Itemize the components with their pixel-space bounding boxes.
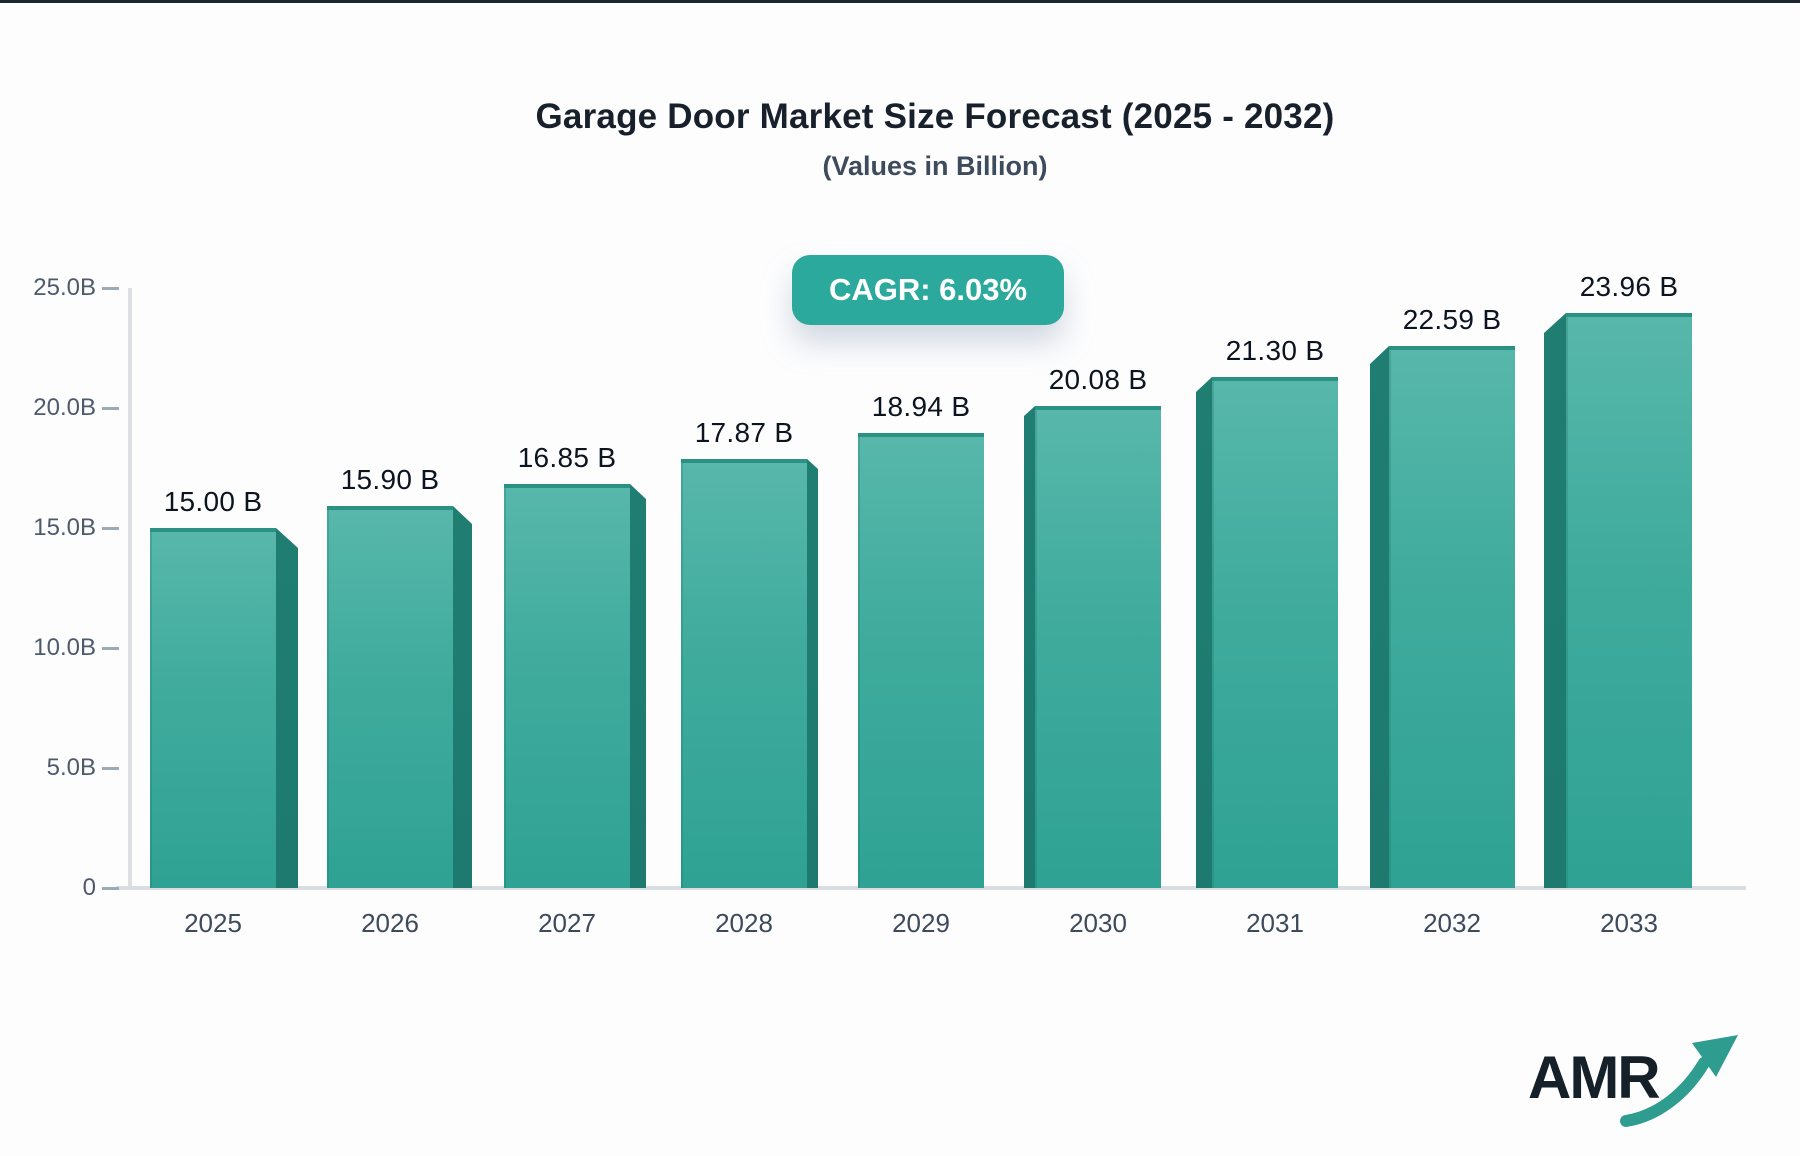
bar-value-label-2029: 18.94 B: [871, 391, 971, 422]
amr-logo: AMR: [1528, 1031, 1778, 1131]
bar-2032: [1389, 346, 1515, 888]
bar-side-2025: [276, 528, 298, 888]
bar-value-label-2033: 23.96 B: [1579, 271, 1679, 302]
x-axis-line: [116, 886, 1746, 890]
x-axis-label-2028: 2028: [715, 908, 773, 938]
bar-value-label-2028: 17.87 B: [694, 417, 794, 448]
x-axis-label-2029: 2029: [892, 908, 950, 938]
bar-side-2027: [630, 484, 646, 888]
bar-2030: [1035, 406, 1161, 888]
bar-value-label-2032: 22.59 B: [1402, 304, 1502, 335]
bar-side-2026: [453, 506, 472, 888]
bar-side-2031: [1196, 377, 1212, 888]
bar-side-2033: [1544, 313, 1566, 888]
y-tick-mark: [102, 407, 119, 410]
x-axis-label-2025: 2025: [184, 908, 242, 938]
chart-title: Garage Door Market Size Forecast (2025 -…: [535, 97, 1335, 136]
bar-value-label-2030: 20.08 B: [1048, 364, 1148, 395]
cagr-badge: CAGR: 6.03%: [792, 255, 1064, 325]
growth-arrow-icon: [1620, 1035, 1738, 1127]
x-axis-label-2026: 2026: [361, 908, 419, 938]
y-tick-mark: [102, 767, 119, 770]
x-axis-label-2033: 2033: [1600, 908, 1658, 938]
x-axis-label-2027: 2027: [538, 908, 596, 938]
bar-2028: [681, 459, 807, 888]
y-tick-mark: [102, 527, 119, 530]
y-tick-label: 5.0B: [46, 754, 96, 781]
bar-2027: [504, 484, 630, 888]
bar-value-label-2026: 15.90 B: [340, 464, 440, 495]
x-axis-label-2030: 2030: [1069, 908, 1127, 938]
cagr-badge-label: CAGR: 6.03%: [828, 272, 1028, 307]
y-tick-mark: [102, 287, 119, 290]
y-axis-line: [128, 288, 132, 888]
bar-2031: [1212, 377, 1338, 888]
bar-value-label-2025: 15.00 B: [163, 486, 263, 517]
y-tick-label: 0: [82, 874, 96, 901]
bar-side-2028: [807, 459, 818, 888]
y-tick-label: 25.0B: [33, 274, 96, 301]
amr-logo-text: AMR: [1528, 1044, 1661, 1111]
bar-2033: [1566, 313, 1692, 888]
y-tick-mark: [102, 887, 119, 890]
y-tick-mark: [102, 647, 119, 650]
x-axis-label-2032: 2032: [1423, 908, 1481, 938]
x-axis-label-2031: 2031: [1246, 908, 1304, 938]
bar-2026: [327, 506, 453, 888]
y-tick-label: 15.0B: [33, 514, 96, 541]
y-tick-label: 10.0B: [33, 634, 96, 661]
y-tick-label: 20.0B: [33, 394, 96, 421]
chart-subtitle: (Values in Billion): [822, 151, 1048, 181]
bar-2029: [858, 433, 984, 888]
bar-side-2032: [1370, 346, 1389, 888]
bar-value-label-2031: 21.30 B: [1225, 335, 1325, 366]
bar-2025: [150, 528, 276, 888]
bar-value-label-2027: 16.85 B: [517, 442, 617, 473]
bar-side-2030: [1024, 406, 1035, 888]
